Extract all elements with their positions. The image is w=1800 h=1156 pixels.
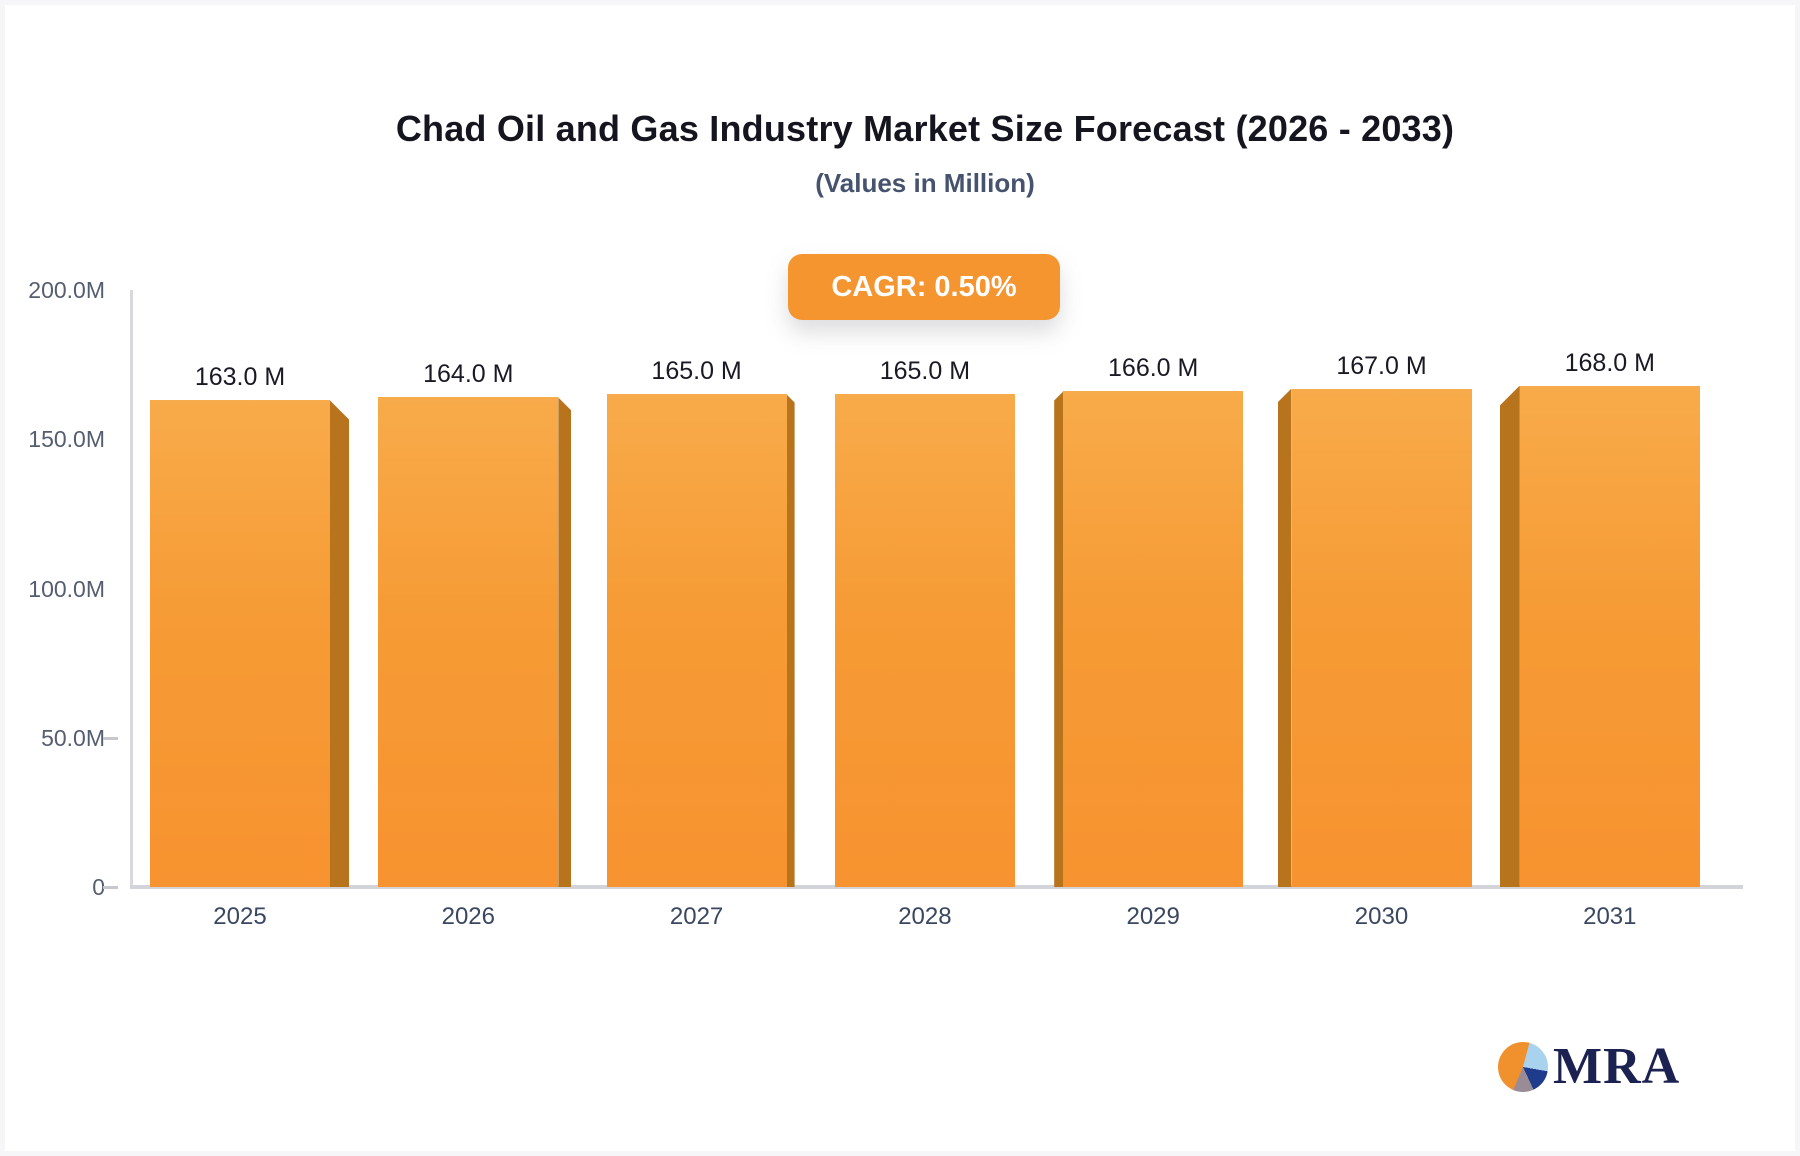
x-tick-label: 2026 bbox=[441, 903, 495, 930]
y-tick-label: 200.0M bbox=[28, 277, 105, 303]
bar bbox=[1291, 388, 1472, 887]
x-tick-label: 2027 bbox=[669, 903, 724, 930]
y-tick-mark bbox=[103, 736, 118, 740]
bar-3d-side bbox=[1277, 388, 1292, 887]
bar-3d-side bbox=[1499, 385, 1520, 887]
y-tick-label: 100.0M bbox=[28, 575, 105, 602]
y-tick-label: 150.0M bbox=[28, 426, 105, 453]
pie-chart-logo-icon bbox=[1498, 1042, 1548, 1092]
bar bbox=[1519, 385, 1700, 887]
x-tick-label: 2025 bbox=[213, 903, 267, 930]
bar-3d-side bbox=[1054, 391, 1064, 887]
bar bbox=[150, 400, 330, 887]
x-tick-label: 2028 bbox=[898, 903, 952, 930]
bar bbox=[1063, 391, 1244, 887]
y-tick-mark bbox=[103, 886, 118, 889]
x-tick-label: 2031 bbox=[1583, 903, 1637, 930]
bar bbox=[606, 394, 787, 887]
y-axis-line bbox=[130, 290, 133, 887]
cagr-badge: CAGR: 0.50% bbox=[788, 254, 1060, 320]
x-tick-label: 2030 bbox=[1354, 903, 1409, 930]
y-tick-label: 0 bbox=[92, 874, 105, 900]
bar-3d-side bbox=[558, 397, 572, 887]
bar-3d-side bbox=[330, 400, 349, 887]
x-tick-label: 2029 bbox=[1126, 903, 1180, 930]
brand-name: MRA bbox=[1553, 1038, 1681, 1095]
chart-title: Chad Oil and Gas Industry Market Size Fo… bbox=[395, 108, 1455, 149]
x-axis-line bbox=[130, 885, 1743, 889]
bar-value-label: 164.0 M bbox=[423, 360, 514, 389]
bar bbox=[834, 394, 1015, 887]
bar-value-label: 166.0 M bbox=[1108, 354, 1199, 383]
bar-value-label: 168.0 M bbox=[1564, 348, 1655, 377]
bar-value-label: 163.0 M bbox=[194, 363, 286, 392]
bar-value-label: 165.0 M bbox=[879, 357, 971, 386]
brand-logo: MRA bbox=[1498, 1038, 1680, 1096]
y-tick-label: 50.0M bbox=[41, 724, 105, 751]
bar-value-label: 167.0 M bbox=[1336, 351, 1427, 380]
bar-value-label: 165.0 M bbox=[651, 357, 742, 386]
bar bbox=[378, 397, 559, 887]
bar-3d-side bbox=[786, 394, 795, 887]
chart-subtitle: (Values in Million) bbox=[815, 168, 1035, 198]
